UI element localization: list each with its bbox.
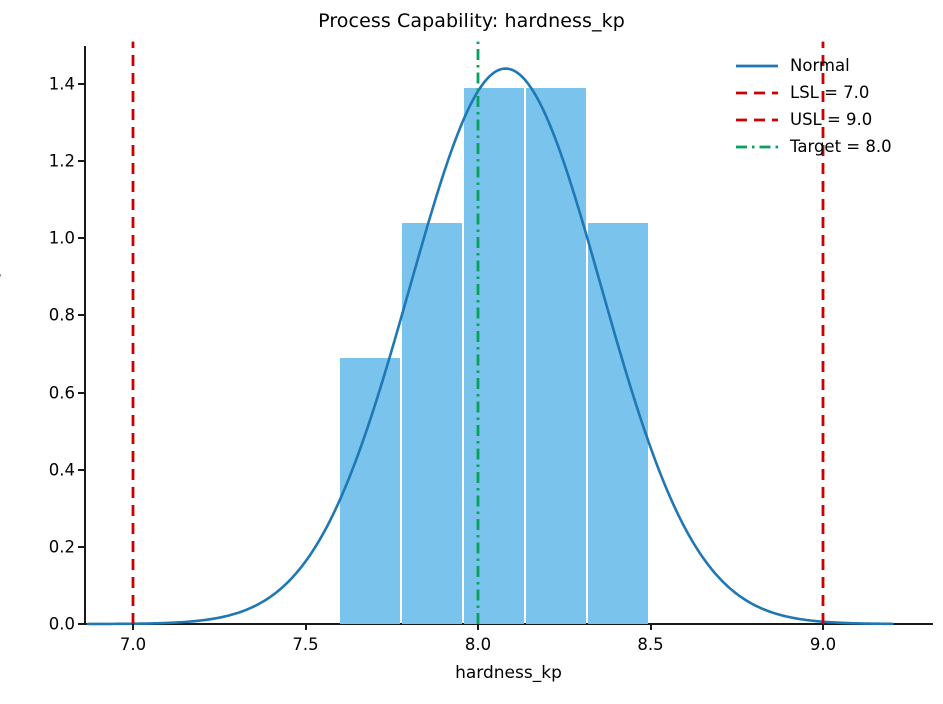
histogram-bar xyxy=(526,87,587,624)
legend-item[interactable]: Target = 8.0 xyxy=(735,133,931,160)
plot-area: 0.0 0.2 0.4 0.6 0.8 1.0 1.2 1.4 7.0 7.5 8.0 8.5 9.0 xyxy=(49,41,933,654)
legend-label: LSL = 7.0 xyxy=(790,83,870,102)
y-tick-mark xyxy=(78,623,84,625)
y-tick-label: 0.0 xyxy=(48,614,75,634)
x-tick-mark xyxy=(822,624,824,630)
x-tick-label: 7.0 xyxy=(119,635,147,654)
legend-label: Normal xyxy=(790,56,850,75)
x-axis-label: hardness_kp xyxy=(455,663,562,683)
chart-legend: Normal LSL = 7.0 USL = 9.0 Target = 8.0 xyxy=(729,46,935,168)
x-tick-label: 8.0 xyxy=(464,635,492,654)
y-tick-label: 1.0 xyxy=(48,228,75,248)
y-tick-label: 0.4 xyxy=(48,460,75,480)
y-tick-mark xyxy=(78,160,84,163)
histogram-bar xyxy=(402,222,462,624)
legend-label: Target = 8.0 xyxy=(790,137,892,156)
spec-limit-lines xyxy=(131,41,825,624)
y-tick-label: 1.4 xyxy=(48,74,75,94)
x-tick-label: 8.5 xyxy=(637,635,664,654)
histogram-bar xyxy=(464,87,525,624)
x-tick-mark xyxy=(132,624,134,630)
y-tick-label: 0.6 xyxy=(48,383,75,403)
y-tick-label: 0.2 xyxy=(48,537,75,557)
y-tick-label: 0.8 xyxy=(48,305,75,325)
y-axis-spine xyxy=(84,46,86,625)
legend-item[interactable]: Normal xyxy=(735,52,931,79)
histogram-bar xyxy=(340,357,400,624)
legend-line-swatch xyxy=(735,86,779,100)
legend-line-swatch xyxy=(735,59,779,73)
x-tick-label: 7.5 xyxy=(292,635,319,654)
chart-title: Process Capability: hardness_kp xyxy=(318,10,625,32)
legend-line-swatch xyxy=(735,113,779,127)
x-tick-label: 9.0 xyxy=(809,635,837,654)
legend-label: USL = 9.0 xyxy=(790,110,873,129)
y-tick-mark xyxy=(78,237,84,240)
legend-line-swatch xyxy=(735,140,779,154)
normal-curve xyxy=(86,67,894,626)
histogram-bar xyxy=(588,222,649,624)
x-tick-mark xyxy=(304,624,307,630)
x-tick-mark xyxy=(477,624,479,630)
y-tick-mark xyxy=(78,83,84,85)
y-axis-label: Density xyxy=(0,267,2,333)
y-tick-label: 1.2 xyxy=(48,151,75,171)
y-tick-mark xyxy=(78,468,84,471)
y-tick-mark xyxy=(78,314,84,317)
y-tick-mark xyxy=(78,545,84,548)
x-tick-mark xyxy=(649,624,652,630)
y-tick-mark xyxy=(78,391,84,394)
legend-item[interactable]: USL = 9.0 xyxy=(735,106,931,133)
legend-item[interactable]: LSL = 7.0 xyxy=(735,79,931,106)
x-axis-spine xyxy=(84,623,933,625)
